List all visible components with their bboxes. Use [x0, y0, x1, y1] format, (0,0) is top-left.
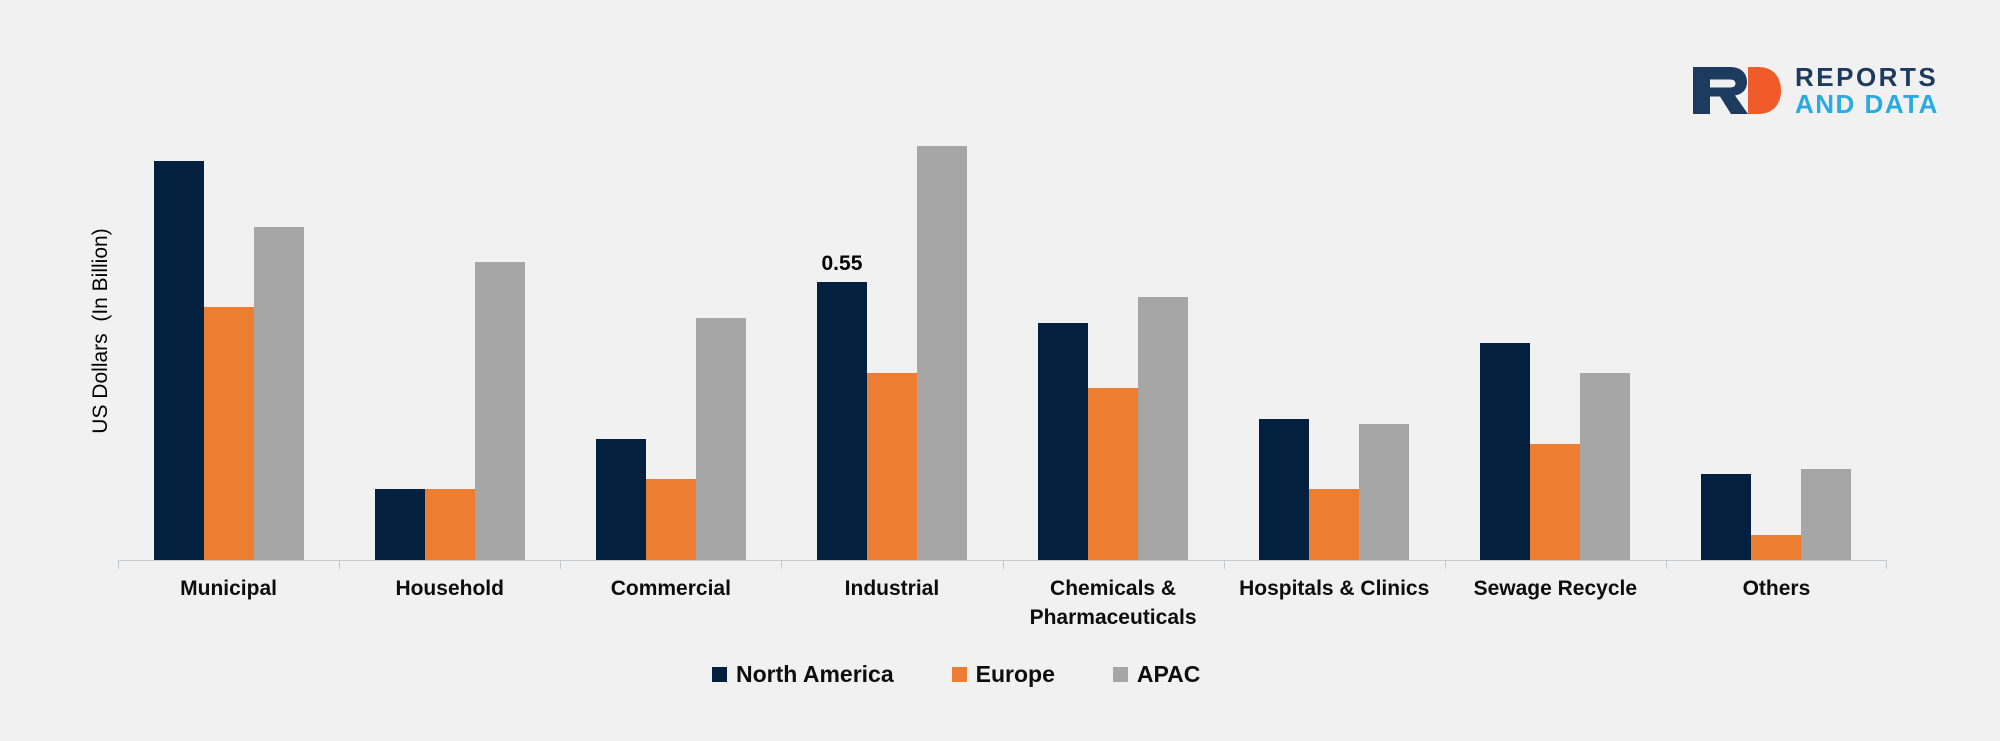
legend-item-apac: APAC [1112, 661, 1201, 688]
bar-apac-municipal [253, 227, 304, 560]
legend-item-north-america: North America [712, 661, 894, 688]
bar-europe-others [1751, 535, 1802, 560]
x-axis-tick [118, 561, 119, 569]
data-label-north-america-industrial: 0.55 [821, 252, 863, 275]
bar-europe-commercial [645, 479, 696, 560]
bar-north-america-household [374, 489, 425, 560]
bar-apac-chemicals-pharmaceuticals [1138, 297, 1189, 560]
bar-group-municipal: Municipal [118, 118, 339, 600]
bar-north-america-hospitals-clinics [1259, 419, 1310, 560]
legend-swatch-north-america [712, 667, 727, 682]
bar-apac-household [474, 262, 525, 560]
bar-apac-hospitals-clinics [1359, 424, 1410, 560]
bar-europe-household [424, 489, 475, 560]
bar-north-america-municipal [153, 161, 204, 560]
category-label-sewage-recycle: Sewage Recycle [1473, 577, 1638, 600]
legend-swatch-apac [1112, 667, 1128, 682]
category-label-industrial: Industrial [844, 577, 940, 600]
legend-item-europe: Europe [951, 661, 1055, 688]
bar-apac-industrial [916, 146, 967, 560]
legend-swatch-europe [951, 667, 967, 682]
logo-text: REPORTS AND DATA [1795, 64, 1939, 118]
bar-north-america-industrial: 0.55 [816, 252, 867, 560]
category-label-hospitals-clinics: Hospitals & Clinics [1239, 577, 1430, 600]
legend: North America Europe APAC [712, 661, 1200, 688]
bar-group-industrial: 0.55 Industrial [781, 118, 1002, 600]
bar-north-america-sewage-recycle [1480, 343, 1531, 560]
legend-label-north-america: North America [736, 661, 894, 687]
bar-europe-sewage-recycle [1530, 444, 1581, 560]
legend-label-apac: APAC [1136, 661, 1201, 687]
bar-north-america-commercial [595, 439, 646, 560]
x-axis-tick [1445, 561, 1446, 569]
x-axis-tick [339, 561, 340, 569]
rd-logo-icon [1693, 67, 1781, 114]
bar-europe-industrial [866, 373, 917, 560]
y-axis-title: US Dollars (In Billion) [89, 228, 112, 434]
logo-line1: REPORTS [1795, 62, 1939, 92]
bar-group-sewage-recycle: Sewage Recycle [1445, 118, 1666, 600]
x-axis-tick [560, 561, 561, 569]
category-label-chemicals-pharmaceuticals: Chemicals & Pharmaceuticals [1029, 577, 1197, 629]
bar-north-america-chemicals-pharmaceuticals [1038, 323, 1089, 560]
x-axis-tick [1666, 561, 1667, 569]
bar-group-household: Household [339, 118, 560, 600]
bar-apac-sewage-recycle [1580, 373, 1631, 560]
category-label-household: Household [395, 577, 504, 600]
bar-group-commercial: Commercial [560, 118, 781, 600]
bar-group-hospitals-clinics: Hospitals & Clinics [1224, 118, 1445, 600]
x-axis-tick [1224, 561, 1225, 569]
legend-label-europe: Europe [975, 661, 1055, 687]
bar-group-chemicals-pharmaceuticals: Chemicals & Pharmaceuticals [1003, 118, 1224, 629]
bar-north-america-others [1701, 474, 1752, 560]
x-axis-tick [781, 561, 782, 569]
bar-europe-municipal [203, 307, 254, 560]
reports-and-data-logo: REPORTS AND DATA [1690, 64, 1939, 118]
logo-line2: AND DATA [1795, 89, 1939, 119]
bar-europe-hospitals-clinics [1309, 489, 1360, 560]
bar-europe-chemicals-pharmaceuticals [1088, 388, 1139, 560]
bar-apac-others [1801, 469, 1852, 560]
category-label-others: Others [1742, 577, 1811, 600]
plot-area: Municipal Household Commercial 0.55 Industri… [118, 118, 1887, 629]
bar-apac-commercial [695, 318, 746, 560]
category-label-commercial: Commercial [610, 577, 731, 600]
x-axis-tick [1886, 561, 1887, 569]
bar-group-others: Others [1666, 118, 1887, 600]
category-label-municipal: Municipal [180, 577, 277, 600]
x-axis-tick [1003, 561, 1004, 569]
